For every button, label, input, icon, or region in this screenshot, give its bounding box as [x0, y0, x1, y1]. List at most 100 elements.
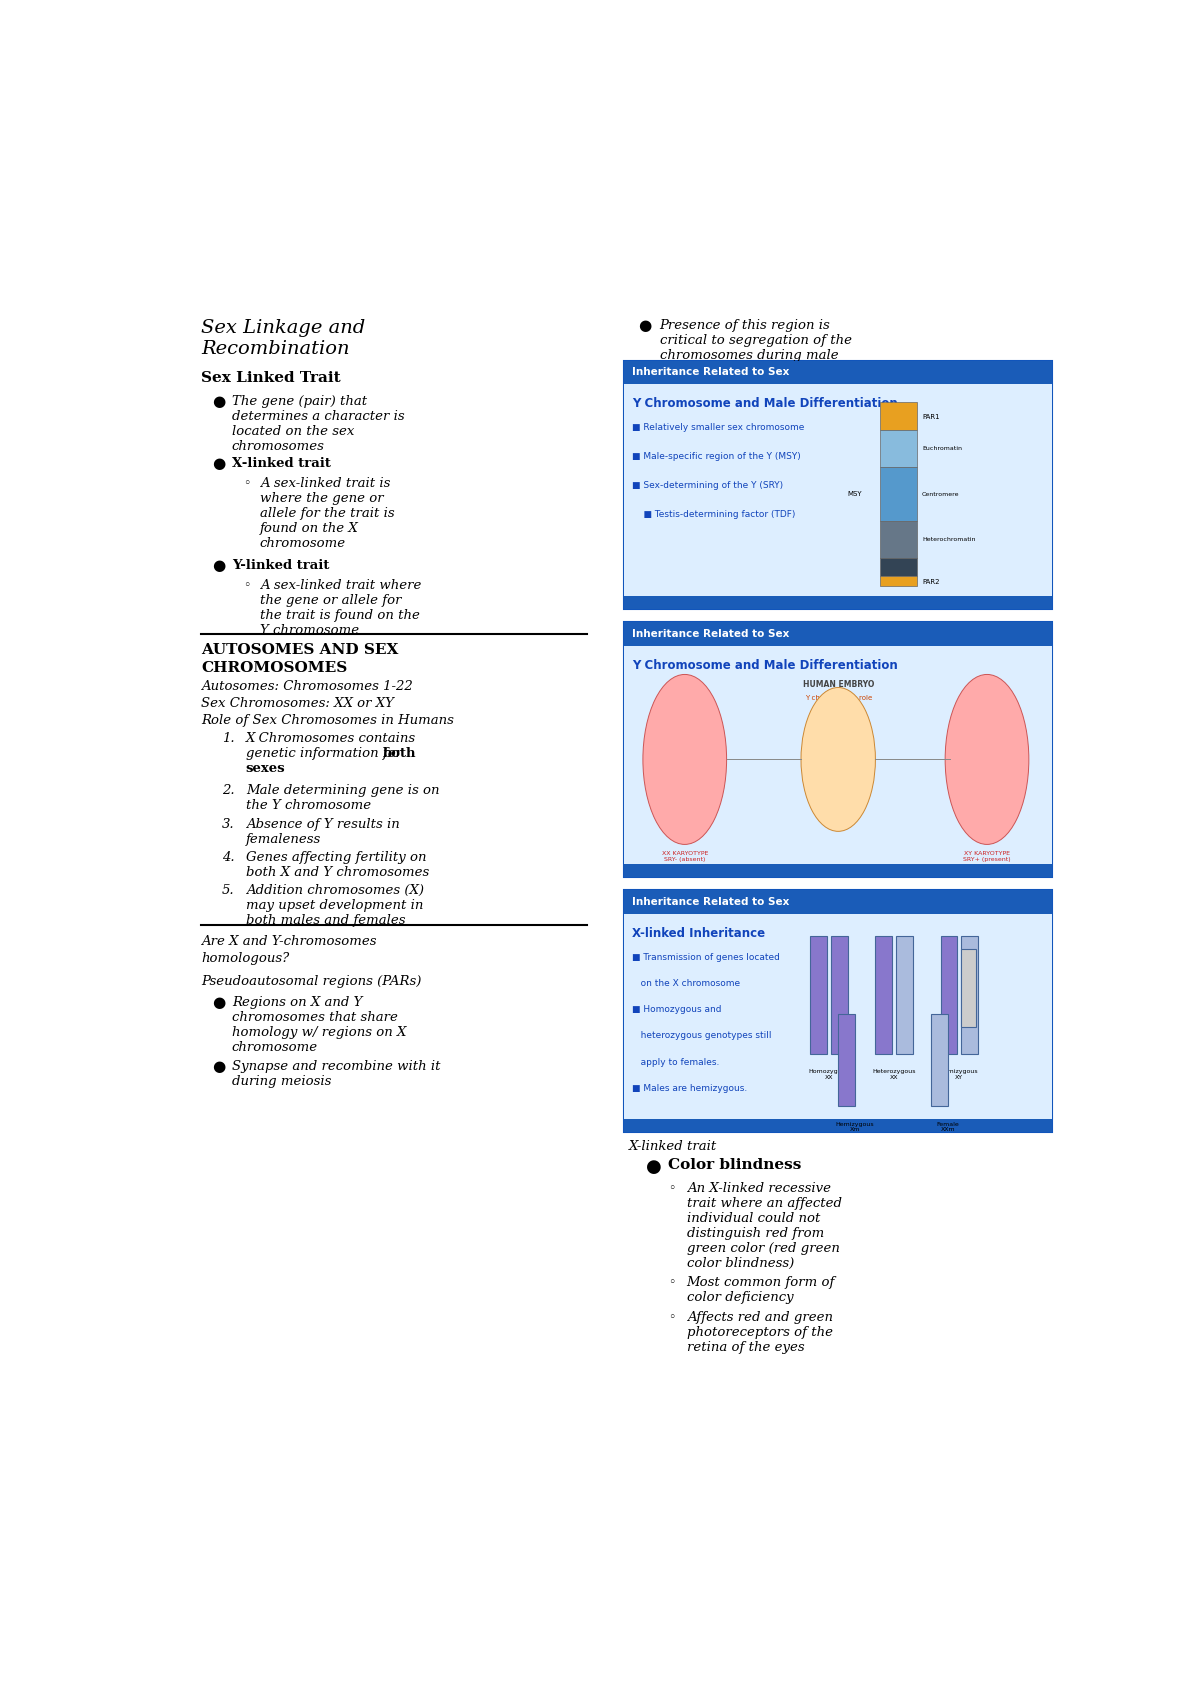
- Text: MALE: MALE: [974, 684, 1000, 694]
- Text: 4.: 4.: [222, 851, 234, 864]
- Bar: [880, 521, 917, 559]
- Text: ■ Sex-determining of the Y (SRY): ■ Sex-determining of the Y (SRY): [631, 481, 782, 491]
- Text: A sex-linked trait where: A sex-linked trait where: [259, 579, 421, 593]
- Text: AUTOSOMES AND SEX: AUTOSOMES AND SEX: [202, 644, 398, 657]
- Text: ◦: ◦: [668, 1182, 676, 1195]
- Bar: [880, 559, 917, 576]
- Text: heterozygous genotypes still: heterozygous genotypes still: [631, 1031, 772, 1041]
- Text: gametogenesis: gametogenesis: [660, 363, 761, 377]
- Text: FEMALE: FEMALE: [666, 684, 703, 694]
- Text: chromosome: chromosome: [259, 537, 346, 550]
- Text: XX KARYOTYPE
SRY- (absent): XX KARYOTYPE SRY- (absent): [661, 851, 708, 863]
- Text: ■ Transmission of genes located: ■ Transmission of genes located: [631, 953, 780, 963]
- Bar: [624, 621, 1052, 645]
- Text: 3.: 3.: [222, 818, 234, 832]
- Text: Presence of this region is: Presence of this region is: [660, 319, 830, 331]
- Bar: [624, 621, 1052, 878]
- Text: Homozygous
XX: Homozygous XX: [809, 1070, 850, 1080]
- Text: Y chromosome: Y chromosome: [259, 625, 359, 637]
- Text: 5.: 5.: [222, 883, 234, 897]
- Text: Autosomes: Chromosomes 1-22: Autosomes: Chromosomes 1-22: [202, 679, 413, 693]
- Text: located on the sex: located on the sex: [232, 424, 354, 438]
- Text: Absence of Y results in: Absence of Y results in: [246, 818, 400, 832]
- Text: X Chromosomes contains: X Chromosomes contains: [246, 732, 416, 745]
- Ellipse shape: [643, 674, 727, 844]
- Bar: [941, 936, 958, 1053]
- Bar: [961, 936, 978, 1053]
- Text: ◦: ◦: [242, 477, 251, 491]
- Text: Hemizygous
XY: Hemizygous XY: [940, 1070, 978, 1080]
- Text: Sex Linked Trait: Sex Linked Trait: [202, 372, 341, 385]
- Text: Recombination: Recombination: [202, 340, 349, 358]
- Bar: [830, 936, 847, 1053]
- Text: ■ Males are hemizygous.: ■ Males are hemizygous.: [631, 1083, 746, 1094]
- Text: ■ Male-specific region of the Y (MSY): ■ Male-specific region of the Y (MSY): [631, 452, 800, 462]
- Text: the trait is found on the: the trait is found on the: [259, 610, 420, 621]
- Text: photoreceptors of the: photoreceptors of the: [686, 1326, 833, 1340]
- Text: found on the X: found on the X: [259, 521, 359, 535]
- Bar: [624, 1119, 1052, 1133]
- Text: MSY: MSY: [847, 491, 862, 498]
- Bar: [839, 1014, 854, 1105]
- Text: Sex Chromosomes: XX or XY: Sex Chromosomes: XX or XY: [202, 696, 394, 710]
- Text: critical to segregation of the: critical to segregation of the: [660, 335, 852, 346]
- Text: CHROMOSOMES: CHROMOSOMES: [202, 662, 348, 676]
- Text: genetic information for: genetic information for: [246, 747, 406, 761]
- Text: both: both: [383, 747, 416, 761]
- Text: both X and Y chromosomes: both X and Y chromosomes: [246, 866, 430, 880]
- Text: HUMAN EMBRYO: HUMAN EMBRYO: [803, 679, 874, 689]
- Text: ●: ●: [212, 1060, 226, 1075]
- Text: color deficiency: color deficiency: [686, 1290, 793, 1304]
- Text: The gene (pair) that: The gene (pair) that: [232, 394, 367, 408]
- Text: ◦: ◦: [668, 1275, 676, 1289]
- Text: Euchromatin: Euchromatin: [922, 447, 962, 450]
- Text: 2.: 2.: [222, 784, 234, 798]
- Text: Inheritance Related to Sex: Inheritance Related to Sex: [631, 628, 790, 638]
- Text: Y-linked trait: Y-linked trait: [232, 559, 329, 572]
- Bar: [880, 430, 917, 467]
- Text: Female
XXm: Female XXm: [936, 1122, 959, 1133]
- Text: ■ Testis-determining factor (TDF): ■ Testis-determining factor (TDF): [631, 509, 796, 518]
- Text: chromosomes: chromosomes: [232, 440, 325, 453]
- Ellipse shape: [802, 688, 876, 832]
- Bar: [880, 576, 917, 586]
- Text: PAR2: PAR2: [922, 579, 940, 584]
- Text: during meiosis: during meiosis: [232, 1075, 331, 1088]
- Text: chromosomes that share: chromosomes that share: [232, 1010, 397, 1024]
- Text: X-linked trait: X-linked trait: [232, 457, 331, 470]
- Text: where the gene or: where the gene or: [259, 492, 383, 504]
- Text: ■ Relatively smaller sex chromosome: ■ Relatively smaller sex chromosome: [631, 423, 804, 433]
- Text: Heterozygous
XX: Heterozygous XX: [872, 1070, 916, 1080]
- Text: femaleness: femaleness: [246, 834, 322, 846]
- Bar: [876, 936, 892, 1053]
- Text: Are X and Y-chromosomes: Are X and Y-chromosomes: [202, 934, 377, 947]
- Bar: [624, 864, 1052, 878]
- Text: Role of Sex Chromosomes in Humans: Role of Sex Chromosomes in Humans: [202, 713, 454, 727]
- Text: Genes affecting fertility on: Genes affecting fertility on: [246, 851, 426, 864]
- Text: Pseudoautosomal regions (PARs): Pseudoautosomal regions (PARs): [202, 975, 421, 988]
- Text: on the X chromosome: on the X chromosome: [631, 980, 740, 988]
- Text: homology w/ regions on X: homology w/ regions on X: [232, 1026, 407, 1039]
- Text: color blindness): color blindness): [686, 1257, 794, 1270]
- Text: ●: ●: [212, 997, 226, 1010]
- Text: ◦: ◦: [242, 579, 251, 593]
- Text: Hemizygous
Xm: Hemizygous Xm: [835, 1122, 875, 1133]
- Text: trait where an affected: trait where an affected: [686, 1197, 841, 1209]
- Text: Affects red and green: Affects red and green: [686, 1311, 833, 1324]
- Text: Addition chromosomes (X): Addition chromosomes (X): [246, 883, 424, 897]
- Text: ●: ●: [212, 394, 226, 409]
- Text: green color (red green: green color (red green: [686, 1241, 840, 1255]
- Text: homologous?: homologous?: [202, 951, 289, 964]
- Text: PAR1: PAR1: [922, 414, 940, 419]
- Text: retina of the eyes: retina of the eyes: [686, 1341, 804, 1355]
- Bar: [624, 890, 1052, 914]
- Bar: [624, 914, 1052, 1119]
- Text: the gene or allele for: the gene or allele for: [259, 594, 401, 608]
- Text: Centromere: Centromere: [922, 491, 960, 496]
- Bar: [624, 645, 1052, 864]
- Text: 1.: 1.: [222, 732, 234, 745]
- Bar: [880, 402, 917, 430]
- Text: chromosomes during male: chromosomes during male: [660, 348, 839, 362]
- Text: X-linked Inheritance: X-linked Inheritance: [631, 927, 764, 939]
- Bar: [624, 890, 1052, 1133]
